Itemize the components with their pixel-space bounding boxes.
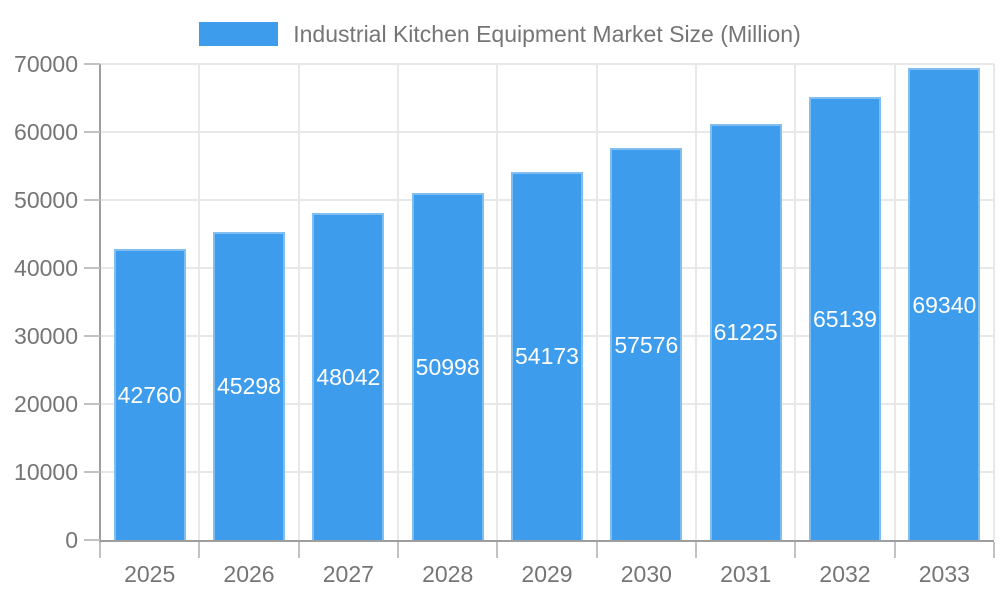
gridline-vertical xyxy=(794,64,797,540)
y-axis-tick xyxy=(84,471,100,473)
y-tick-label-10000: 10000 xyxy=(14,459,78,485)
gridline-vertical xyxy=(695,64,697,540)
x-tick-label-2030: 2030 xyxy=(620,561,672,587)
gridline-vertical xyxy=(198,64,201,540)
x-axis-tick xyxy=(198,542,201,558)
bar-value-label: 54173 xyxy=(515,343,579,370)
x-axis-tick xyxy=(695,542,697,558)
y-tick-label-20000: 20000 xyxy=(14,391,78,417)
bar-2027[interactable]: 48042 xyxy=(312,213,385,540)
x-tick-label-2025: 2025 xyxy=(124,561,176,587)
y-axis-tick xyxy=(84,131,100,133)
y-tick-label-30000: 30000 xyxy=(14,323,78,349)
y-axis-tick xyxy=(84,335,100,337)
y-axis-tick xyxy=(84,267,100,269)
bar-value-label: 50998 xyxy=(415,354,480,381)
x-axis-tick xyxy=(297,542,300,558)
bar-2033[interactable]: 69340 xyxy=(908,68,981,540)
y-axis-tick xyxy=(84,403,100,405)
x-tick-label-2028: 2028 xyxy=(422,561,474,587)
gridline-vertical xyxy=(297,64,300,540)
y-tick-label-50000: 50000 xyxy=(14,187,78,213)
x-tick-label-2032: 2032 xyxy=(819,561,871,587)
x-axis-tick xyxy=(993,542,995,558)
y-axis-tick xyxy=(84,63,100,65)
x-tick-label-2027: 2027 xyxy=(322,561,374,587)
y-tick-label-40000: 40000 xyxy=(14,255,78,281)
chart-legend[interactable]: Industrial Kitchen Equipment Market Size… xyxy=(0,20,1000,48)
bar-value-label: 61225 xyxy=(713,319,778,346)
y-tick-label-70000: 70000 xyxy=(14,51,78,77)
bar-2032[interactable]: 65139 xyxy=(809,97,881,540)
y-tick-label-60000: 60000 xyxy=(14,119,78,145)
x-tick-label-2031: 2031 xyxy=(720,561,772,587)
x-axis-tick xyxy=(496,542,499,558)
x-axis-tick xyxy=(893,542,896,558)
bar-value-label: 45298 xyxy=(217,373,281,400)
gridline-vertical xyxy=(893,64,896,540)
bar-value-label: 57576 xyxy=(614,331,679,358)
gridline-horizontal xyxy=(100,63,994,65)
bar-value-label: 65139 xyxy=(813,306,877,333)
bar-2031[interactable]: 61225 xyxy=(709,123,782,540)
x-axis-line xyxy=(100,540,994,542)
y-tick-label-0: 0 xyxy=(65,527,78,553)
bar-value-label: 69340 xyxy=(912,291,977,318)
gridline-vertical xyxy=(595,64,598,540)
bar-2029[interactable]: 54173 xyxy=(511,171,583,540)
bar-2028[interactable]: 50998 xyxy=(411,193,484,540)
bar-2025[interactable]: 42760 xyxy=(113,249,186,540)
x-tick-label-2029: 2029 xyxy=(521,561,573,587)
y-axis-tick xyxy=(84,539,100,541)
gridline-vertical xyxy=(496,64,499,540)
x-axis-tick xyxy=(99,542,101,558)
legend-swatch-icon xyxy=(199,22,279,46)
x-tick-label-2026: 2026 xyxy=(223,561,275,587)
x-axis-tick xyxy=(794,542,797,558)
y-axis-line xyxy=(99,64,101,542)
x-axis-tick xyxy=(397,542,399,558)
x-tick-label-2033: 2033 xyxy=(918,561,970,587)
gridline-horizontal xyxy=(100,131,994,133)
bar-value-label: 48042 xyxy=(316,364,381,391)
bar-2026[interactable]: 45298 xyxy=(213,231,285,540)
bar-2030[interactable]: 57576 xyxy=(610,148,683,540)
gridline-vertical xyxy=(397,64,399,540)
legend-label: Industrial Kitchen Equipment Market Size… xyxy=(293,21,801,47)
y-axis-tick xyxy=(84,199,100,201)
x-axis-tick xyxy=(595,542,598,558)
bar-value-label: 42760 xyxy=(117,382,182,409)
gridline-vertical xyxy=(993,64,995,540)
